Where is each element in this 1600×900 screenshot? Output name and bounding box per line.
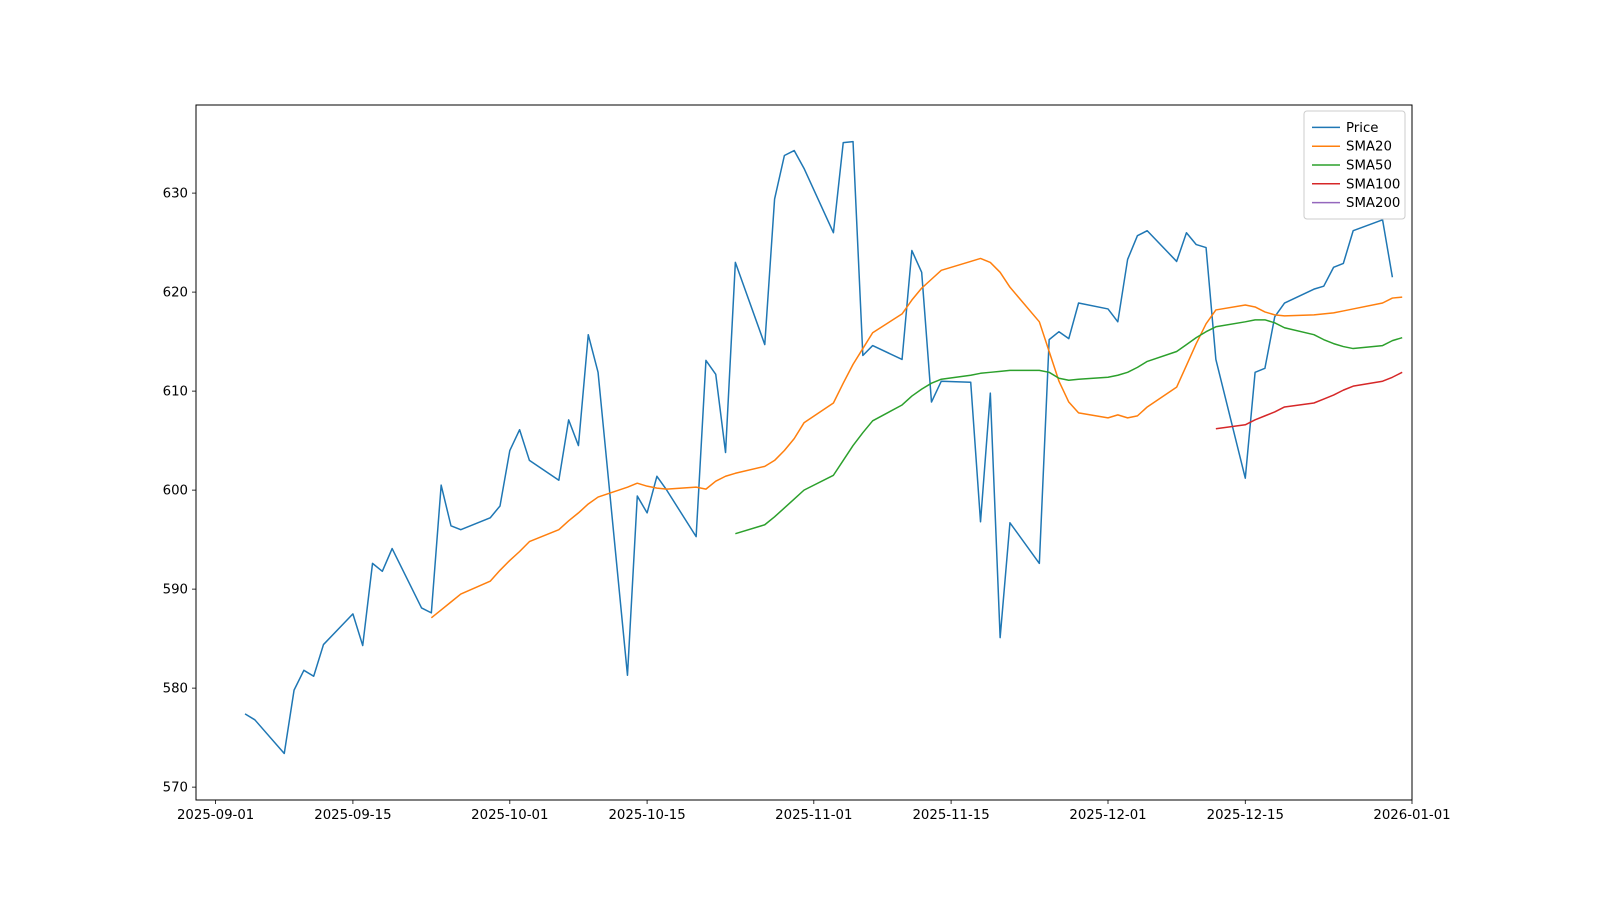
legend-label-sma50: SMA50 (1346, 159, 1392, 174)
legend-label-sma20: SMA20 (1346, 140, 1392, 155)
x-tick-label: 2026-01-01 (1373, 808, 1450, 823)
x-tick-label: 2025-11-15 (912, 808, 989, 823)
series-line-sma50 (735, 319, 1403, 535)
y-tick-label: 630 (163, 187, 188, 202)
x-tick-label: 2025-10-15 (608, 808, 685, 823)
axes-background (196, 105, 1412, 800)
legend-label-price: Price (1346, 121, 1378, 136)
series-line-sma100 (1215, 371, 1403, 430)
legend-label-sma100: SMA100 (1346, 177, 1400, 192)
y-tick-label: 610 (163, 385, 188, 400)
x-tick-label: 2025-12-15 (1207, 808, 1284, 823)
y-tick-label: 590 (163, 583, 188, 598)
y-tick-label: 600 (163, 484, 188, 499)
series-line-sma20 (430, 257, 1403, 619)
legend-label-sma200: SMA200 (1346, 196, 1400, 211)
y-tick-label: 570 (163, 781, 188, 796)
series-line-price (244, 140, 1394, 755)
axes-frame (195, 104, 1413, 801)
x-tick-label: 2025-10-01 (471, 808, 548, 823)
x-tick-label: 2025-12-01 (1069, 808, 1146, 823)
y-tick-label: 580 (163, 682, 188, 697)
x-tick-label: 2025-09-01 (177, 808, 254, 823)
legend-box (1303, 110, 1406, 220)
x-tick-label: 2025-11-01 (775, 808, 852, 823)
x-tick-label: 2025-09-15 (314, 808, 391, 823)
y-tick-label: 620 (163, 286, 188, 301)
